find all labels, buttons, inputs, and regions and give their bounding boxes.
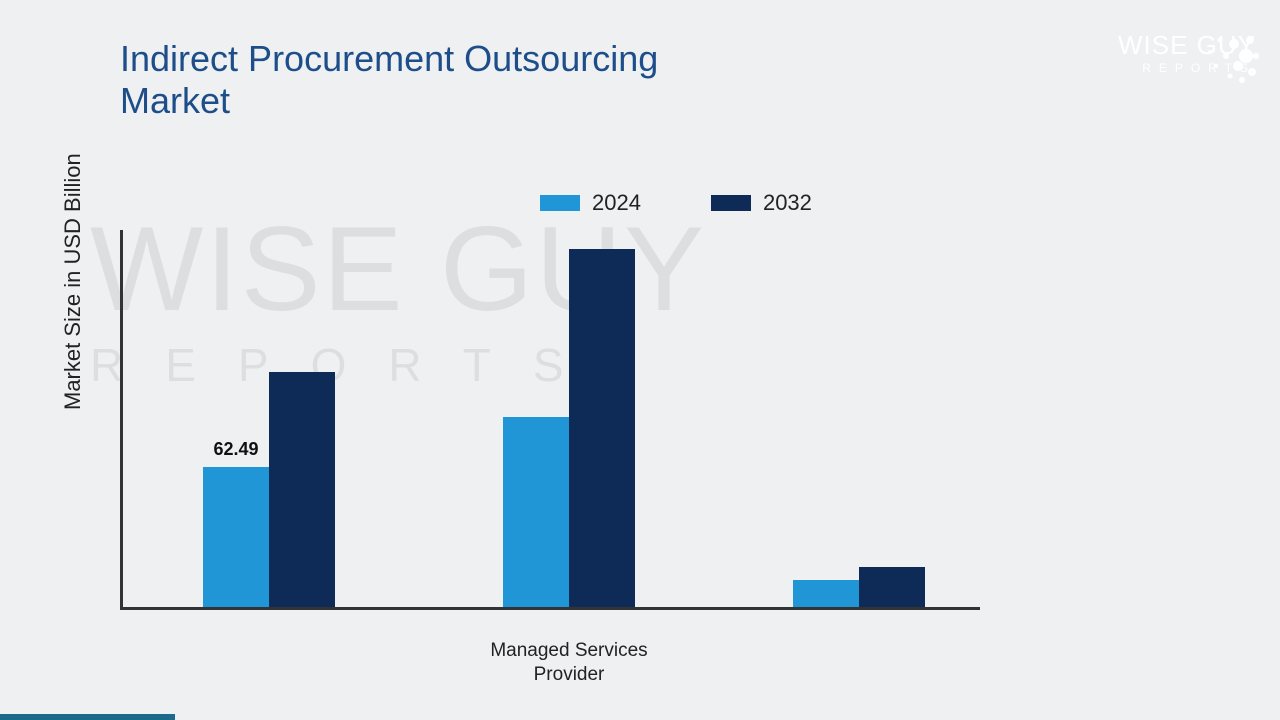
logo-brand-text: WISE GUY	[1056, 30, 1256, 61]
chart-canvas: WISE GUY REPORTS WISE GUY REPORTS Indire…	[0, 0, 1280, 720]
bar-group: 62.49Procurement Process Outsourcing	[203, 372, 335, 607]
bar-group: Managed Services Provider	[503, 249, 635, 607]
legend-swatch-2024	[540, 195, 580, 211]
bar-2032	[859, 567, 925, 607]
bar-group: Business Process Outsourcing	[793, 567, 925, 607]
bar-2032	[269, 372, 335, 607]
legend-item-2024: 2024	[540, 190, 641, 216]
bottom-accent-bar	[0, 714, 175, 720]
legend-item-2032: 2032	[711, 190, 812, 216]
y-axis-label: Market Size in USD Billion	[60, 153, 86, 410]
legend-label-2024: 2024	[592, 190, 641, 216]
legend-label-2032: 2032	[763, 190, 812, 216]
logo-sub-text: REPORTS	[1056, 61, 1256, 75]
bar-2024	[503, 417, 569, 607]
bar-value-label: 62.49	[203, 439, 269, 460]
chart-title: Indirect Procurement Outsourcing Market	[120, 38, 760, 123]
bar-2032	[569, 249, 635, 607]
legend: 2024 2032	[540, 190, 812, 216]
legend-swatch-2032	[711, 195, 751, 211]
bar-2024: 62.49	[203, 467, 269, 607]
bar-2024	[793, 580, 859, 607]
plot-area: 62.49Procurement Process Outsourcing Mana…	[120, 230, 980, 610]
brand-logo: WISE GUY REPORTS	[1056, 30, 1256, 75]
x-axis-label: Managed Services Provider	[459, 639, 679, 687]
